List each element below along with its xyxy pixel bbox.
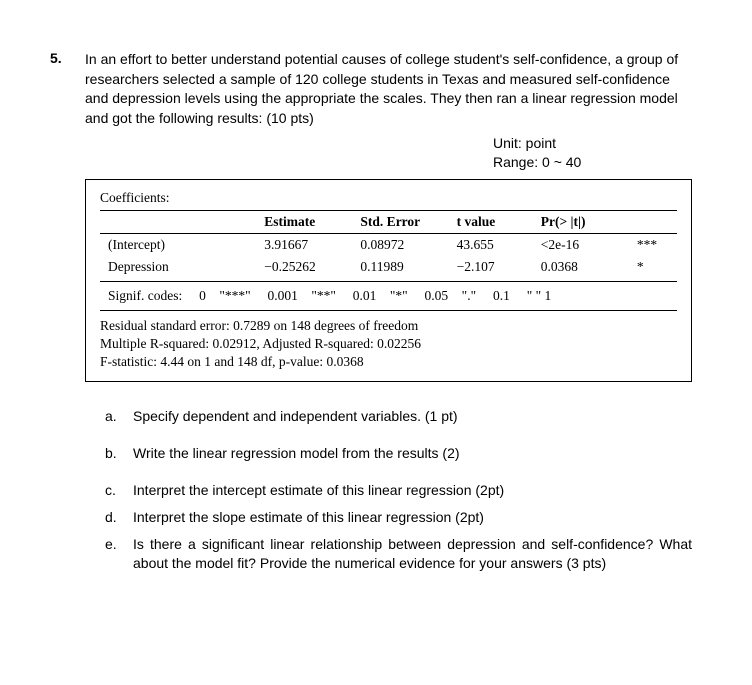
col-header-estimate: Estimate — [256, 210, 352, 233]
sub-text: Interpret the slope estimate of this lin… — [133, 508, 484, 527]
row-sig: * — [629, 256, 677, 282]
regression-output-box: Coefficients: Estimate Std. Error t valu… — [85, 179, 692, 383]
row-tvalue: −2.107 — [449, 256, 533, 282]
col-header-blank — [100, 210, 256, 233]
sub-text: Interpret the intercept estimate of this… — [133, 481, 504, 500]
f-statistic: F-statistic: 4.44 on 1 and 148 df, p-val… — [100, 353, 677, 371]
r-squared: Multiple R-squared: 0.02912, Adjusted R-… — [100, 335, 677, 353]
row-sig: *** — [629, 233, 677, 256]
question-prompt: In an effort to better understand potent… — [85, 50, 692, 128]
sub-text: Specify dependent and independent variab… — [133, 407, 458, 426]
sub-letter: b. — [105, 444, 123, 463]
question-number: 5. — [50, 50, 70, 581]
question-container: 5. In an effort to better understand pot… — [50, 50, 692, 581]
sub-text: Is there a significant linear relationsh… — [133, 535, 692, 573]
question-body: In an effort to better understand potent… — [85, 50, 692, 581]
unit-label: Unit: point — [493, 134, 692, 152]
sub-letter: a. — [105, 407, 123, 426]
sub-question-a: a. Specify dependent and independent var… — [105, 407, 692, 426]
col-header-tvalue: t value — [449, 210, 533, 233]
col-header-prt: Pr(> |t|) — [533, 210, 629, 233]
sub-text: Write the linear regression model from t… — [133, 444, 460, 463]
row-tvalue: 43.655 — [449, 233, 533, 256]
signif-codes: Signif. codes: 0 "***" 0.001 "**" 0.01 "… — [100, 281, 677, 310]
sub-question-d: d. Interpret the slope estimate of this … — [105, 508, 692, 527]
sub-question-e: e. Is there a significant linear relatio… — [105, 535, 692, 573]
sub-questions-list: a. Specify dependent and independent var… — [105, 407, 692, 572]
row-estimate: −0.25262 — [256, 256, 352, 282]
sub-question-c: c. Interpret the intercept estimate of t… — [105, 481, 692, 500]
unit-range-block: Unit: point Range: 0 ~ 40 — [493, 134, 692, 170]
row-p: 0.0368 — [533, 256, 629, 282]
row-name: (Intercept) — [100, 233, 256, 256]
table-row: Depression −0.25262 0.11989 −2.107 0.036… — [100, 256, 677, 282]
sub-letter: c. — [105, 481, 123, 500]
signif-codes-row: Signif. codes: 0 "***" 0.001 "**" 0.01 "… — [100, 281, 677, 310]
residual-se: Residual standard error: 0.7289 on 148 d… — [100, 317, 677, 335]
col-header-stderr: Std. Error — [352, 210, 448, 233]
row-stderr: 0.11989 — [352, 256, 448, 282]
col-header-sig — [629, 210, 677, 233]
coefficients-table: Estimate Std. Error t value Pr(> |t|) (I… — [100, 210, 677, 311]
row-name: Depression — [100, 256, 256, 282]
range-label: Range: 0 ~ 40 — [493, 153, 692, 171]
row-p: <2e-16 — [533, 233, 629, 256]
sub-letter: e. — [105, 535, 123, 573]
row-stderr: 0.08972 — [352, 233, 448, 256]
stats-block: Residual standard error: 0.7289 on 148 d… — [100, 317, 677, 372]
sub-question-b: b. Write the linear regression model fro… — [105, 444, 692, 463]
sub-letter: d. — [105, 508, 123, 527]
coefficients-label: Coefficients: — [100, 190, 677, 206]
table-row: (Intercept) 3.91667 0.08972 43.655 <2e-1… — [100, 233, 677, 256]
table-header-row: Estimate Std. Error t value Pr(> |t|) — [100, 210, 677, 233]
row-estimate: 3.91667 — [256, 233, 352, 256]
